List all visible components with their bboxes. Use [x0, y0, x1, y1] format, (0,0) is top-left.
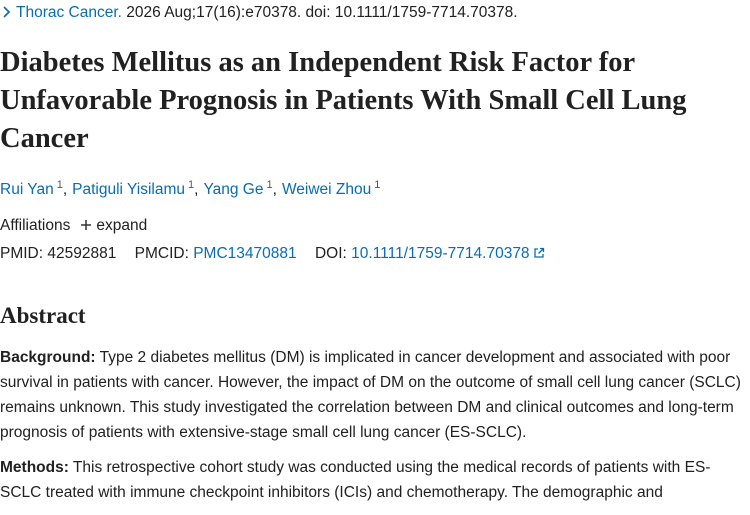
section-label: Methods: [0, 459, 69, 476]
identifiers: PMID: 42592881 PMCID: PMC13470881 DOI: 1… [0, 245, 545, 263]
section-text: Type 2 diabetes mellitus (DM) is implica… [0, 349, 741, 441]
section-label: Background: [0, 349, 96, 366]
affiliation-ref[interactable]: 1 [56, 179, 63, 191]
affiliation-ref[interactable]: 1 [266, 179, 273, 191]
article-title: Diabetes Mellitus as an Independent Risk… [0, 47, 687, 154]
doi-label: DOI: [314, 245, 347, 262]
pmcid-label: PMCID: [134, 245, 189, 262]
pmid: 42592881 [47, 245, 117, 262]
section-text: This retrospective cohort study was cond… [0, 459, 711, 501]
doi-link[interactable]: 10.1111/1759-7714.70378 [351, 245, 530, 262]
journal-link[interactable]: Thorac Cancer. [16, 4, 122, 21]
abstract-section: Background: Type 2 diabetes mellitus (DM… [0, 345, 742, 445]
citation: 2026 Aug;17(16):e70378. doi: 10.1111/175… [126, 4, 518, 21]
affiliation-ref[interactable]: 1 [374, 179, 381, 191]
affiliations-label: Affiliations [0, 217, 71, 234]
abstract-heading: Abstract [0, 303, 86, 328]
author-list: Rui Yan1Patiguli Yisilamu1Yang Ge1Weiwei… [0, 179, 380, 199]
author: Yang Ge 1 [203, 179, 281, 198]
pmid-label: PMID: [0, 245, 44, 262]
affiliation-ref[interactable]: 1 [188, 179, 195, 191]
abstract-body: Background: Type 2 diabetes mellitus (DM… [0, 345, 742, 515]
author: Weiwei Zhou 1 [281, 179, 381, 198]
chevron-icon [3, 6, 11, 18]
expand-toggle[interactable]: expand [96, 217, 148, 234]
author-name[interactable]: Yang Ge [203, 181, 264, 198]
author-name[interactable]: Patiguli Yisilamu [72, 181, 186, 198]
pmcid-link[interactable]: PMC13470881 [193, 245, 297, 262]
affiliations: Affiliations expand [0, 217, 147, 235]
journal-line: Thorac Cancer. 2026 Aug;17(16):e70378. d… [2, 4, 518, 22]
author: Rui Yan 1 [0, 179, 72, 198]
page: Article {"journal_line": {"journal": "Th… [0, 4, 741, 501]
abstract-section: Methods: This retrospective cohort study… [0, 455, 742, 505]
external-link-icon[interactable] [533, 247, 545, 259]
author-name[interactable]: Weiwei Zhou [281, 181, 372, 198]
page-body: Thorac Cancer. 2026 Aug;17(16):e70378. d… [0, 4, 741, 501]
author: Patiguli Yisilamu 1 [72, 179, 203, 198]
plus-icon[interactable] [80, 219, 92, 231]
author-name[interactable]: Rui Yan [0, 181, 54, 198]
